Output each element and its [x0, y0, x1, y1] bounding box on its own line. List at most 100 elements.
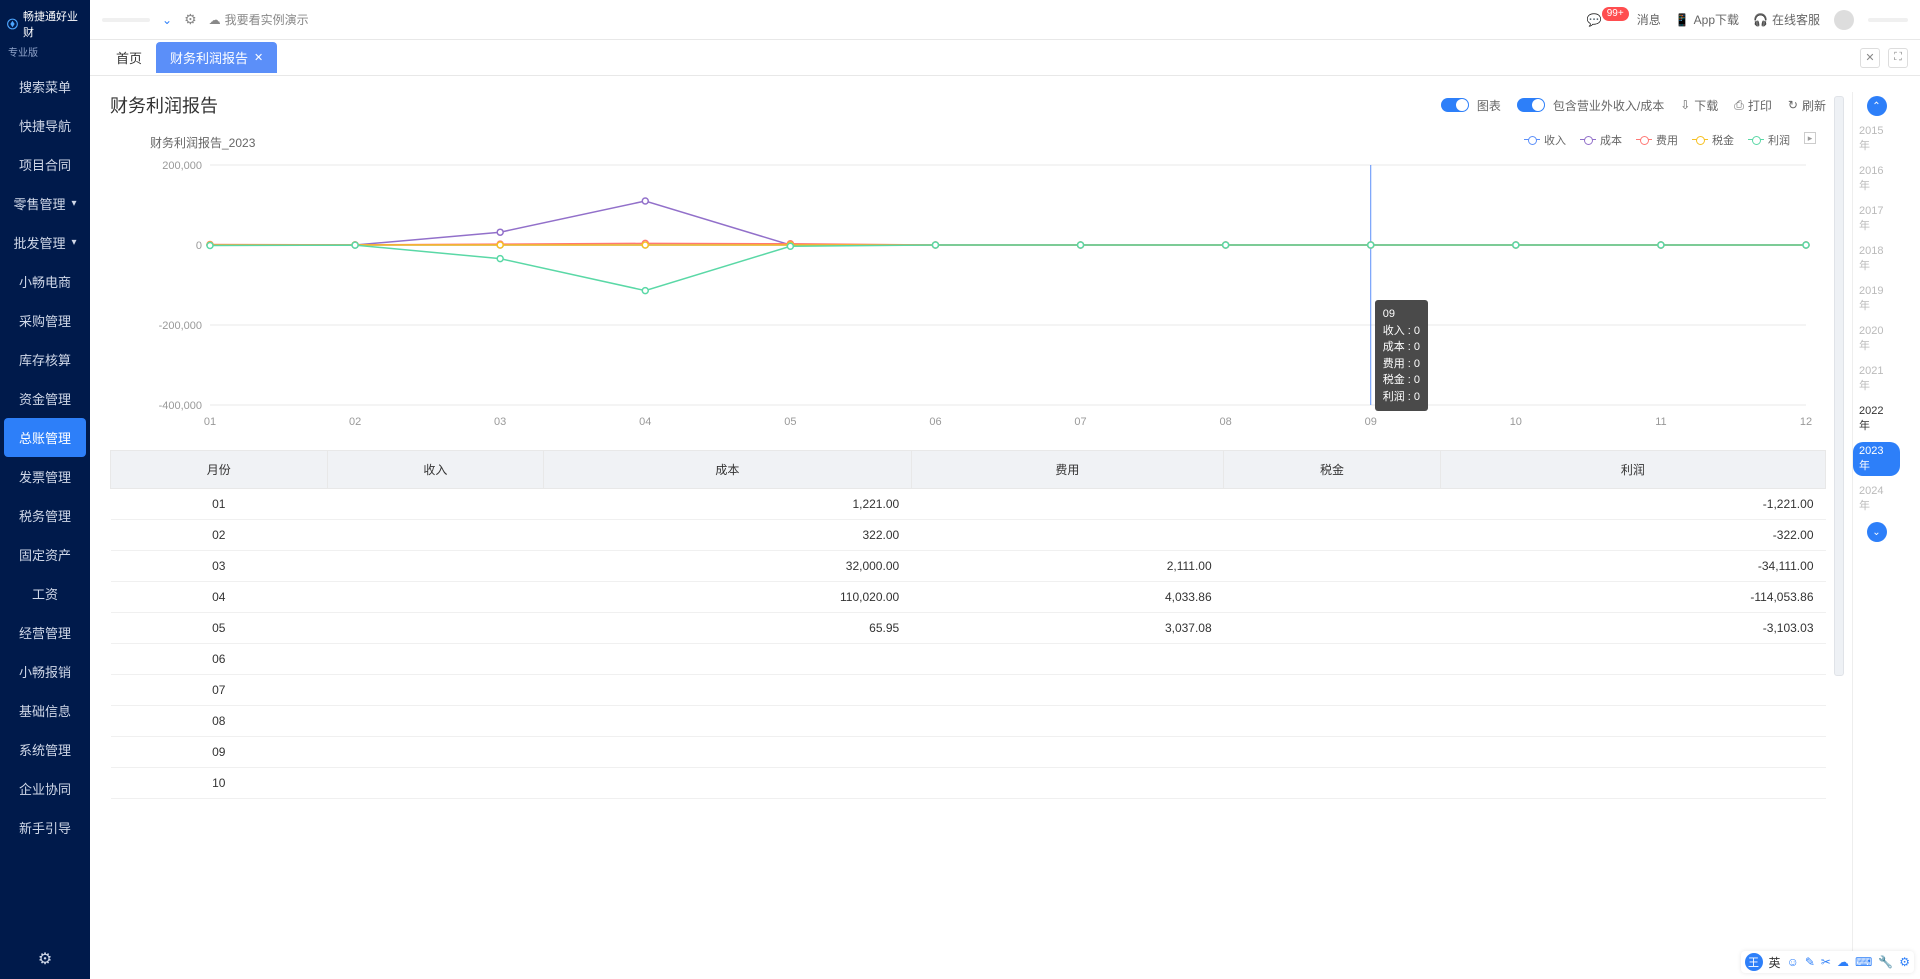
messages-badge: 99+: [1602, 7, 1629, 21]
brand-name: 畅捷通好业财: [23, 8, 84, 40]
chart-canvas[interactable]: -400,000-200,0000200,0000102030405060708…: [110, 155, 1826, 435]
toggle-switch: [1517, 98, 1545, 112]
year-option[interactable]: 2019年: [1853, 282, 1900, 316]
table-row: 011,221.00-1,221.00: [111, 489, 1826, 520]
sidebar-item[interactable]: 新手引导: [0, 808, 90, 847]
year-option[interactable]: 2022年: [1853, 402, 1900, 436]
company-selector[interactable]: [102, 18, 150, 22]
sidebar-item[interactable]: 小畅电商: [0, 262, 90, 301]
svg-text:07: 07: [1074, 416, 1086, 428]
user-name[interactable]: [1868, 18, 1908, 22]
sidebar-item[interactable]: 零售管理▾: [0, 184, 90, 223]
year-option[interactable]: 2016年: [1853, 162, 1900, 196]
ime-tool-icon[interactable]: 🔧: [1878, 955, 1893, 969]
legend-item[interactable]: 费用: [1636, 132, 1678, 148]
tab-home[interactable]: 首页: [102, 42, 156, 73]
sidebar-item[interactable]: 固定资产: [0, 535, 90, 574]
demo-link[interactable]: ☁ 我要看实例演示: [209, 11, 309, 28]
download-button[interactable]: ⇩ 下载: [1680, 97, 1718, 114]
ime-lang[interactable]: 英: [1769, 954, 1781, 971]
chart-toggle-label: 图表: [1477, 97, 1501, 114]
chevron-down-icon[interactable]: ⌄: [162, 13, 172, 27]
sidebar-item[interactable]: 搜索菜单: [0, 67, 90, 106]
sidebar-item[interactable]: 总账管理: [4, 418, 86, 457]
splitter-handle[interactable]: [1834, 96, 1844, 676]
sidebar-item[interactable]: 经营管理: [0, 613, 90, 652]
sidebar-item[interactable]: 系统管理: [0, 730, 90, 769]
table-row: 04110,020.004,033.86-114,053.86: [111, 582, 1826, 613]
sidebar-item[interactable]: 小畅报销: [0, 652, 90, 691]
refresh-button[interactable]: ↻ 刷新: [1788, 97, 1826, 114]
ime-keyboard-icon[interactable]: ⌨: [1855, 955, 1872, 969]
year-option[interactable]: 2018年: [1853, 242, 1900, 276]
sidebar: 畅捷通好业财 专业版 搜索菜单快捷导航项目合同零售管理▾批发管理▾小畅电商采购管…: [0, 0, 90, 979]
year-option[interactable]: 2023年: [1853, 442, 1900, 476]
table-cell: [1440, 768, 1825, 799]
extra-toggle-label: 包含营业外收入/成本: [1553, 97, 1664, 114]
download-icon: ⇩: [1680, 98, 1690, 112]
year-option[interactable]: 2020年: [1853, 322, 1900, 356]
legend-item[interactable]: 利润: [1748, 132, 1790, 148]
customer-service-button[interactable]: 🎧 在线客服: [1753, 11, 1820, 28]
chart-toggle[interactable]: 图表: [1441, 97, 1501, 114]
extra-income-toggle[interactable]: 包含营业外收入/成本: [1517, 97, 1664, 114]
year-scroll-down[interactable]: ⌄: [1867, 522, 1887, 542]
table-cell: 3,037.08: [911, 613, 1223, 644]
ime-emoji-icon[interactable]: ☺: [1787, 955, 1799, 969]
ime-scissors-icon[interactable]: ✂: [1821, 955, 1831, 969]
table-cell: [327, 644, 544, 675]
service-label: 在线客服: [1772, 11, 1820, 28]
tab-financial-profit-report[interactable]: 财务利润报告 ✕: [156, 42, 277, 73]
user-avatar[interactable]: [1834, 10, 1854, 30]
download-label: 下载: [1694, 97, 1718, 114]
sidebar-item[interactable]: 税务管理: [0, 496, 90, 535]
sidebar-item[interactable]: 批发管理▾: [0, 223, 90, 262]
svg-text:06: 06: [929, 416, 941, 428]
svg-text:03: 03: [494, 416, 506, 428]
sidebar-item[interactable]: 项目合同: [0, 145, 90, 184]
settings-icon[interactable]: ⚙: [184, 11, 197, 28]
year-option[interactable]: 2024年: [1853, 482, 1900, 516]
print-label: 打印: [1748, 97, 1772, 114]
table-cell: [544, 675, 912, 706]
sidebar-item[interactable]: 快捷导航: [0, 106, 90, 145]
sidebar-item[interactable]: 工资: [0, 574, 90, 613]
sidebar-item[interactable]: 企业协同: [0, 769, 90, 808]
ime-pill[interactable]: 王: [1745, 953, 1763, 971]
year-scroll-up[interactable]: ⌃: [1867, 96, 1887, 116]
sidebar-item[interactable]: 基础信息: [0, 691, 90, 730]
legend-item[interactable]: 收入: [1524, 132, 1566, 148]
app-download-button[interactable]: 📱 App下载: [1675, 11, 1739, 28]
refresh-label: 刷新: [1802, 97, 1826, 114]
tab-close-all-button[interactable]: ✕: [1860, 48, 1880, 68]
sidebar-item[interactable]: 资金管理: [0, 379, 90, 418]
year-option[interactable]: 2017年: [1853, 202, 1900, 236]
print-button[interactable]: ⎙ 打印: [1734, 97, 1772, 114]
table-cell: [1224, 675, 1441, 706]
sidebar-item[interactable]: 发票管理: [0, 457, 90, 496]
legend-item[interactable]: 成本: [1580, 132, 1622, 148]
sidebar-item[interactable]: 采购管理: [0, 301, 90, 340]
ime-edit-icon[interactable]: ✎: [1805, 955, 1815, 969]
legend-label: 收入: [1544, 132, 1566, 148]
ime-cloud-icon[interactable]: ☁: [1837, 955, 1849, 969]
messages-button[interactable]: 💬 99+ 消息: [1587, 11, 1661, 28]
close-icon[interactable]: ✕: [254, 51, 263, 64]
ime-gear-icon[interactable]: ⚙: [1899, 955, 1910, 969]
svg-text:-200,000: -200,000: [159, 320, 202, 332]
table-cell: [1224, 768, 1441, 799]
brand-edition: 专业版: [0, 44, 90, 67]
sidebar-settings[interactable]: ⚙: [0, 939, 90, 979]
table-cell: 32,000.00: [544, 551, 912, 582]
legend-expand-icon[interactable]: ▸: [1804, 132, 1816, 144]
legend-item[interactable]: 税金: [1692, 132, 1734, 148]
table-cell: -3,103.03: [1440, 613, 1825, 644]
table-row: 0332,000.002,111.00-34,111.00: [111, 551, 1826, 582]
data-table: 月份收入成本费用税金利润 011,221.00-1,221.0002322.00…: [110, 450, 1826, 799]
tab-fullscreen-button[interactable]: ⛶: [1888, 48, 1908, 68]
sidebar-item[interactable]: 库存核算: [0, 340, 90, 379]
table-cell: -322.00: [1440, 520, 1825, 551]
legend-label: 成本: [1600, 132, 1622, 148]
year-option[interactable]: 2015年: [1853, 122, 1900, 156]
year-option[interactable]: 2021年: [1853, 362, 1900, 396]
